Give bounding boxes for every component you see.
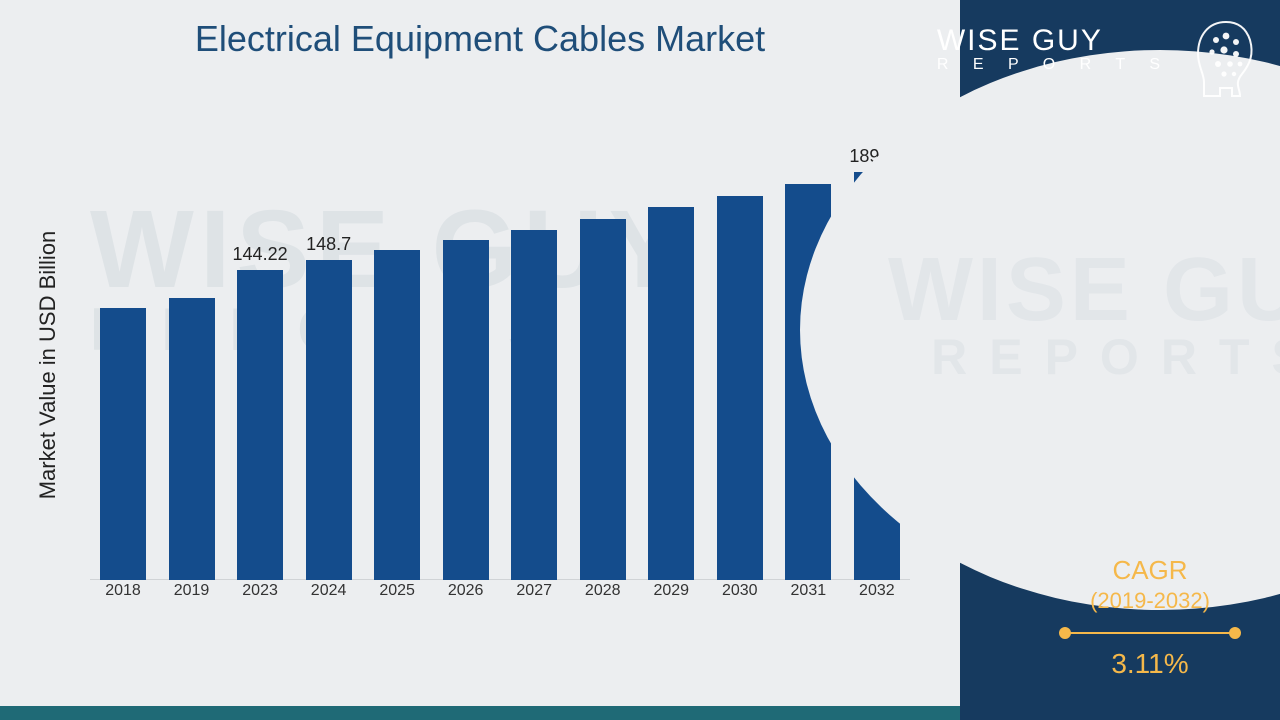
chart-plot-area: 144.22148.7189.99 — [90, 150, 910, 580]
x-tick-label: 2029 — [644, 582, 698, 600]
x-tick-label: 2027 — [507, 582, 561, 600]
bar-col — [576, 219, 630, 580]
cagr-divider — [1065, 632, 1235, 634]
bar-col: 148.7 — [302, 260, 356, 580]
logo-line2: R E P O R T S — [937, 56, 1170, 74]
bar-col: 144.22 — [233, 270, 287, 580]
bar — [717, 196, 763, 580]
bar — [237, 270, 283, 580]
x-tick-label: 2030 — [713, 582, 767, 600]
cagr-label: CAGR — [1020, 555, 1280, 586]
bars-container: 144.22148.7189.99 — [90, 150, 910, 580]
bar — [443, 240, 489, 580]
y-axis-label: Market Value in USD Billion — [28, 150, 68, 580]
bar-col — [370, 250, 424, 580]
page-root: WISE GUYREPORTS Electrical Equipment Cab… — [0, 0, 1280, 720]
brand-logo: WISE GUY R E P O R T S — [937, 24, 1170, 74]
cagr-value: 3.11% — [1020, 648, 1280, 680]
head-icon — [1190, 18, 1262, 102]
x-tick-label: 2028 — [576, 582, 630, 600]
cagr-range: (2019-2032) — [1020, 588, 1280, 614]
bar-col — [96, 308, 150, 580]
x-tick-label: 2024 — [302, 582, 356, 600]
x-tick-label: 2032 — [850, 582, 904, 600]
bar — [306, 260, 352, 580]
bottom-accent-bar — [0, 706, 960, 720]
bar — [169, 298, 215, 580]
x-tick-label: 2023 — [233, 582, 287, 600]
watermark-circle: WISE GUYREPORTS — [888, 250, 1280, 380]
x-axis-labels: 2018 2019 2023 2024 2025 2026 2027 2028 2029 2030… — [90, 582, 910, 600]
x-tick-label: 2018 — [96, 582, 150, 600]
bar — [374, 250, 420, 580]
bar — [648, 207, 694, 580]
x-tick-label: 2026 — [439, 582, 493, 600]
bar-col — [507, 230, 561, 580]
bar-col — [644, 207, 698, 580]
bar-col — [439, 240, 493, 580]
bar-col — [165, 298, 219, 580]
cagr-block: CAGR (2019-2032) 3.11% — [1020, 555, 1280, 680]
chart-title: Electrical Equipment Cables Market — [0, 18, 960, 60]
bar-col — [713, 196, 767, 580]
x-tick-label: 2019 — [165, 582, 219, 600]
bar — [100, 308, 146, 580]
bar — [511, 230, 557, 580]
x-tick-label: 2025 — [370, 582, 424, 600]
bar — [580, 219, 626, 580]
bar-value-label: 148.7 — [289, 234, 369, 255]
logo-line1: WISE GUY — [937, 24, 1170, 58]
x-tick-label: 2031 — [781, 582, 835, 600]
